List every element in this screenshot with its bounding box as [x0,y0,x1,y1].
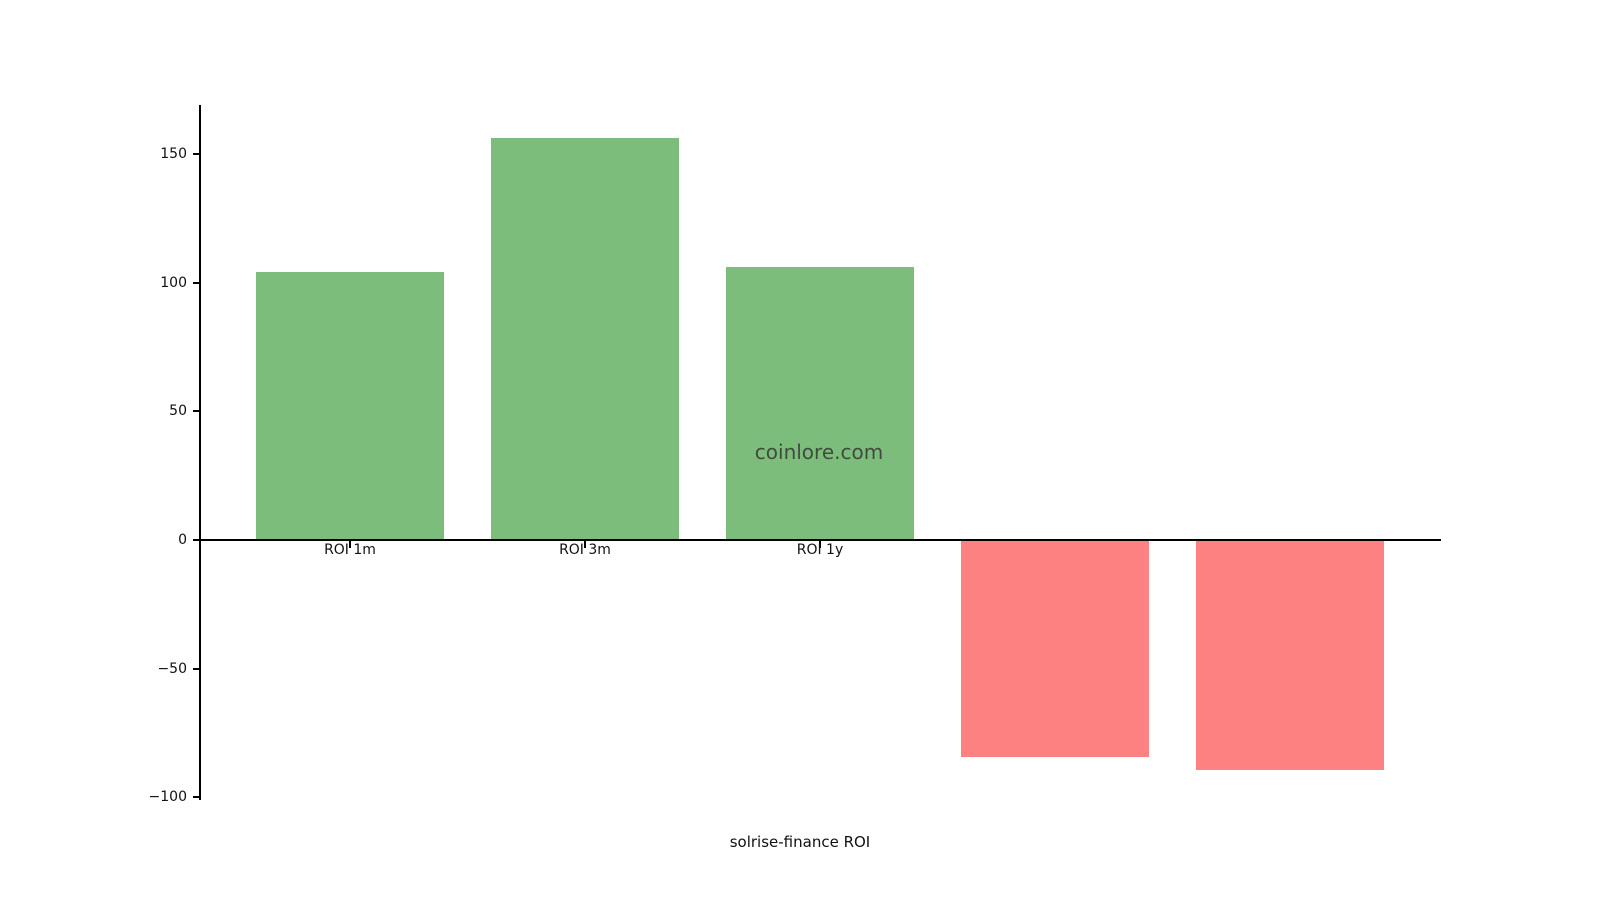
plot-area: 150 100 50 0 −50 −100 ROI 1m ROI 3m ROI 1y [149,105,1441,805]
y-axis-tick [193,281,201,284]
roi-bar [1196,540,1384,770]
watermark-text: coinlore.com [754,440,884,464]
y-axis-tick [193,667,201,670]
y-axis-tick [193,410,201,413]
y-axis-tick-label: 50 [169,403,187,420]
roi-bar [491,138,679,540]
y-axis-tick [193,539,201,542]
y-axis-tick-label: 150 [160,145,187,162]
x-axis-title: solrise-finance ROI [729,833,871,851]
x-axis-zero-line [201,539,1441,542]
roi-bar [961,540,1149,757]
y-axis-tick [193,152,201,155]
roi-bar [256,272,444,541]
y-axis-tick-label: 100 [160,274,187,291]
x-axis-tick [349,540,351,549]
y-axis-spine [199,105,201,800]
y-axis-tick-label: 0 [178,532,187,549]
roi-bar [726,267,914,540]
x-axis-tick-label: ROI 1m [324,542,376,559]
y-axis-tick [193,796,201,799]
x-axis-tick-label: ROI 3m [559,542,611,559]
y-axis-tick-label: −100 [148,789,187,806]
x-axis-tick [584,540,586,549]
x-axis-tick-label: ROI 1y [796,542,844,559]
y-axis-tick-label: −50 [157,660,187,677]
x-axis-tick [819,540,821,549]
